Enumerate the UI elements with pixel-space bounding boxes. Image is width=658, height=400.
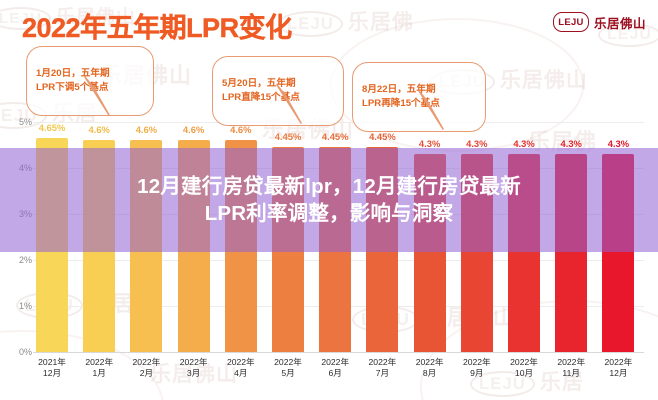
overlay-banner: 12月建行房贷最新lpr，12月建行房贷最新 LPR利率调整，影响与洞察 bbox=[0, 148, 658, 252]
bar-value-label: 4.65% bbox=[38, 122, 66, 134]
x-axis-tick-label: 2022年 5月 bbox=[274, 357, 302, 378]
y-axis-tick-label: 0% bbox=[18, 347, 32, 357]
bar-value-label: 4.6% bbox=[88, 124, 110, 136]
x-axis-tick-label: 2022年 6月 bbox=[321, 357, 350, 378]
callout-bubble-jan: 1月20日，五年期 LPR下调5个基点 bbox=[26, 46, 154, 116]
overlay-headline: 12月建行房贷最新lpr，12月建行房贷最新 LPR利率调整，影响与洞察 bbox=[0, 173, 658, 227]
bar-value-label: 4.45% bbox=[369, 131, 396, 143]
x-axis-tick-label: 2022年 3月 bbox=[179, 357, 208, 378]
brand-logo: LEJU 乐居佛山 bbox=[552, 12, 646, 32]
bar-value-label: 4.3% bbox=[607, 138, 630, 150]
bar-value-label: 4.45% bbox=[321, 131, 349, 143]
bar-value-label: 4.6% bbox=[135, 124, 158, 136]
x-axis-tick-label: 2022年 8月 bbox=[415, 357, 444, 378]
callout-bubble-aug: 8月22日，五年期 LPR再降15个基点 bbox=[352, 62, 486, 132]
x-axis-tick-label: 2022年 1月 bbox=[85, 357, 114, 378]
x-axis-tick-label: 2022年 10月 bbox=[510, 357, 538, 378]
callout-tail-icon bbox=[276, 84, 302, 124]
x-axis-tick-label: 2022年 12月 bbox=[604, 357, 633, 378]
y-axis-tick-label: 2% bbox=[18, 255, 32, 265]
x-axis-tick-label: 2022年 4月 bbox=[226, 357, 255, 378]
bar-value-label: 4.3% bbox=[466, 138, 488, 150]
x-axis-tick-label: 2022年 2月 bbox=[132, 357, 161, 378]
callout-text: 5月20日，五年期 LPR直降15个基点 bbox=[222, 77, 300, 103]
bar-value-label: 4.6% bbox=[182, 124, 205, 136]
x-axis-tick-label: 2022年 9月 bbox=[462, 357, 491, 378]
overlay-headline-line1: 12月建行房贷最新lpr，12月建行房贷最新 bbox=[137, 174, 521, 198]
bar-value-label: 4.6% bbox=[230, 124, 252, 136]
page-title: 2022年五年期LPR变化 bbox=[22, 13, 292, 43]
callout-tail-icon bbox=[418, 90, 444, 130]
gridline bbox=[33, 352, 644, 353]
y-axis-tick-label: 1% bbox=[18, 301, 32, 311]
y-axis-tick-label: 5% bbox=[18, 117, 32, 127]
overlay-headline-line2: LPR利率调整，影响与洞察 bbox=[204, 202, 454, 225]
callout-text: 8月22日，五年期 LPR再降15个基点 bbox=[362, 83, 440, 109]
leju-logo-icon: LEJU bbox=[552, 12, 589, 32]
bar-value-label: 4.3% bbox=[560, 138, 582, 150]
bar-value-label: 4.45% bbox=[274, 131, 302, 143]
callout-text: 1月20日，五年期 LPR下调5个基点 bbox=[36, 67, 110, 93]
callout-bubble-may: 5月20日，五年期 LPR直降15个基点 bbox=[212, 56, 344, 126]
callout-tail-icon bbox=[84, 76, 110, 116]
brand-name: 乐居佛山 bbox=[593, 16, 646, 31]
bar-value-label: 4.3% bbox=[418, 138, 441, 150]
x-axis-tick-label: 2022年 7月 bbox=[368, 357, 397, 378]
gridline bbox=[33, 122, 644, 123]
x-axis-tick-label: 2022年 11月 bbox=[557, 357, 586, 378]
x-axis-tick-label: 2021年 12月 bbox=[38, 357, 66, 378]
bar-value-label: 4.3% bbox=[513, 138, 535, 150]
